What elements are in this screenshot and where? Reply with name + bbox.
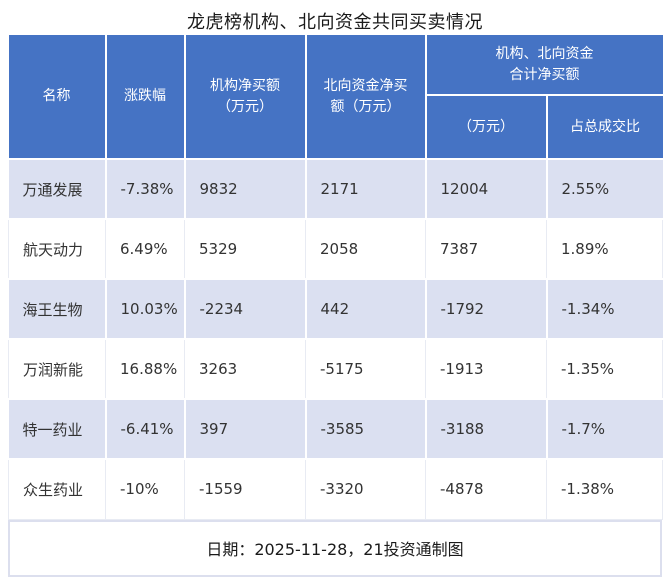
col-header-combined-line1: 机构、北向资金 [495,45,594,62]
inst-net-cell: 9832 [183,158,307,220]
page-title: 龙虎榜机构、北向资金共同买卖情况 [187,12,483,33]
table-row: 特一药业 -6.41% 397 -3585 -3188 -1.7% [8,398,663,460]
col-header-north-net-line2: 额（万元） [330,98,401,115]
total-net-cell: -1792 [424,278,548,340]
total-net-cell: 7387 [425,218,547,280]
stock-name-cell: 万润新能 [8,338,106,400]
north-net-cell: 2171 [304,158,427,220]
north-net-cell: 2058 [305,218,426,280]
col-header-combined-group: 机构、北向资金 合计净买额 [424,35,663,96]
col-header-combined-amount: （万元） [425,94,548,160]
col-header-inst-net-line1: 机构净买额 [210,77,280,94]
col-header-change: 涨跌幅 [104,35,186,160]
col-header-north-net-line1: 北向资金净买 [323,77,408,94]
col-header-combined-line2: 合计净买额 [509,66,580,83]
table-row: 万润新能 16.88% 3263 -5175 -1913 -1.35% [8,338,663,400]
table-body: 万通发展 -7.38% 9832 2171 12004 2.55% 航天动力 6… [8,158,663,520]
total-net-cell: 12004 [424,158,548,220]
footer-note: 日期：2025-11-28，21投资通制图 [8,519,662,577]
data-table: 名称 涨跌幅 机构净买额 （万元） 北向资金净买 额（万元） 机构、北向资金 合… [8,35,663,520]
total-net-cell: -1913 [425,338,547,400]
stock-name-cell: 特一药业 [8,398,107,460]
inst-net-cell: 397 [183,398,307,460]
header-row-main: 名称 涨跌幅 机构净买额 （万元） 北向资金净买 额（万元） 机构、北向资金 合… [8,35,663,160]
inst-net-cell: -1559 [184,458,306,520]
table-row: 航天动力 6.49% 5329 2058 7387 1.89% [8,218,663,280]
table-row: 海王生物 10.03% -2234 442 -1792 -1.34% [8,278,663,340]
ratio-cell: -1.7% [545,398,663,460]
north-net-cell: -3320 [305,458,426,520]
col-header-name: 名称 [8,35,107,160]
table-row: 万通发展 -7.38% 9832 2171 12004 2.55% [8,158,663,220]
inst-net-cell: -2234 [183,278,307,340]
change-pct-cell: 6.49% [105,218,185,280]
total-net-cell: -4878 [425,458,547,520]
change-pct-cell: -7.38% [104,158,186,220]
north-net-cell: -5175 [305,338,426,400]
table-row: 众生药业 -10% -1559 -3320 -4878 -1.38% [8,458,663,520]
stock-name-cell: 万通发展 [8,158,107,220]
change-pct-cell: -6.41% [104,398,186,460]
col-header-combined-ratio: 占总成交比 [545,94,663,160]
north-net-cell: -3585 [304,398,427,460]
ratio-cell: 2.55% [545,158,663,220]
inst-net-cell: 3263 [184,338,306,400]
col-header-inst-net: 机构净买额 （万元） [183,35,307,160]
stock-name-cell: 海王生物 [8,278,107,340]
stock-name-cell: 众生药业 [8,458,106,520]
col-header-north-net: 北向资金净买 额（万元） [304,35,427,160]
total-net-cell: -3188 [424,398,548,460]
change-pct-cell: -10% [105,458,185,520]
header-row-sub: （万元） 占总成交比 [9,94,663,160]
table-header: 名称 涨跌幅 机构净买额 （万元） 北向资金净买 额（万元） 机构、北向资金 合… [8,35,663,160]
change-pct-cell: 16.88% [105,338,185,400]
col-header-inst-net-line2: （万元） [217,98,273,115]
north-net-cell: 442 [304,278,427,340]
ratio-cell: -1.38% [546,458,663,520]
stock-name-cell: 航天动力 [8,218,106,280]
ratio-cell: 1.89% [546,218,663,280]
ratio-cell: -1.34% [545,278,663,340]
inst-net-cell: 5329 [184,218,306,280]
change-pct-cell: 10.03% [104,278,186,340]
ratio-cell: -1.35% [546,338,663,400]
